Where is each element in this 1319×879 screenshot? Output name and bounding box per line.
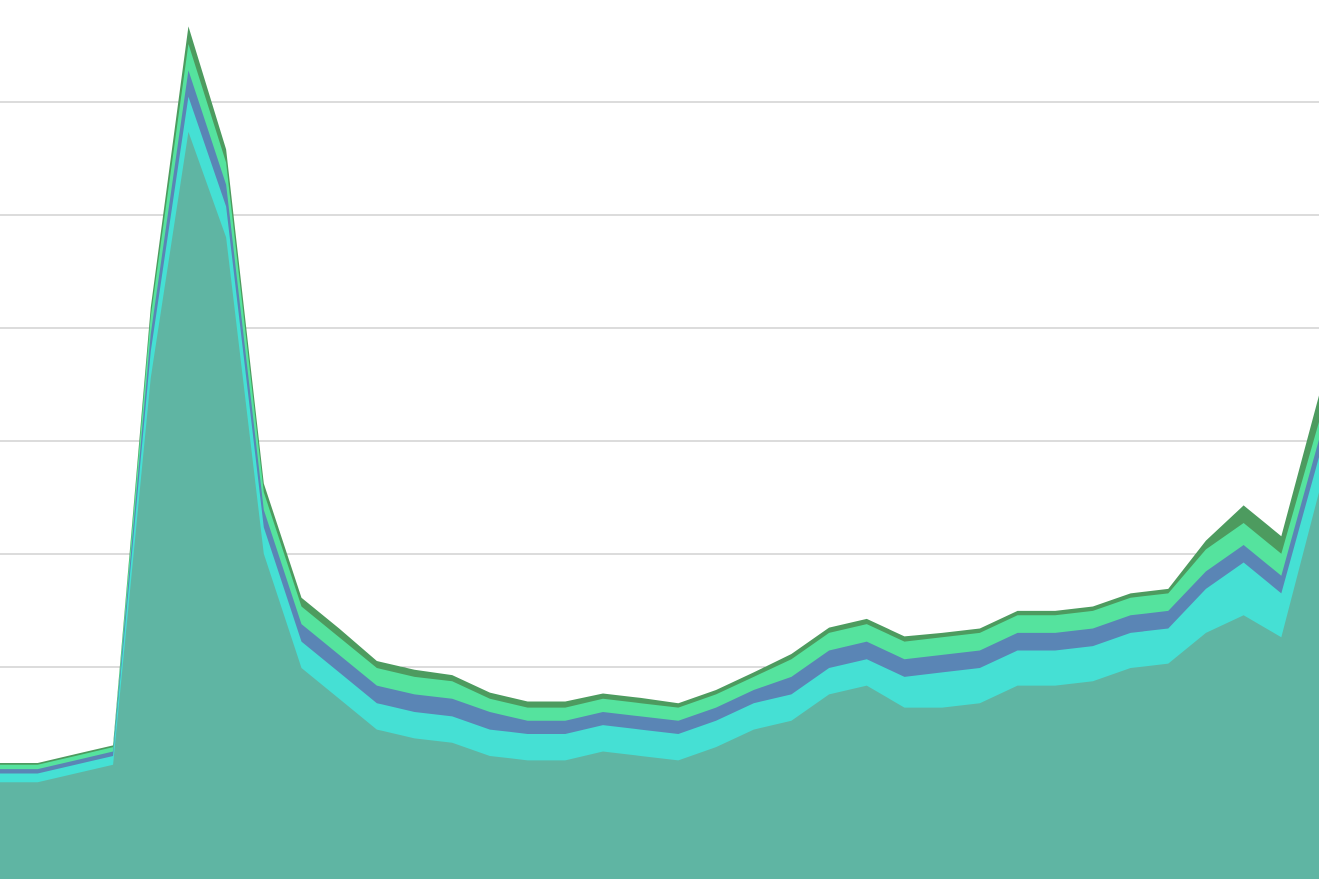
area-chart xyxy=(0,0,1319,879)
area-chart-svg xyxy=(0,0,1319,879)
